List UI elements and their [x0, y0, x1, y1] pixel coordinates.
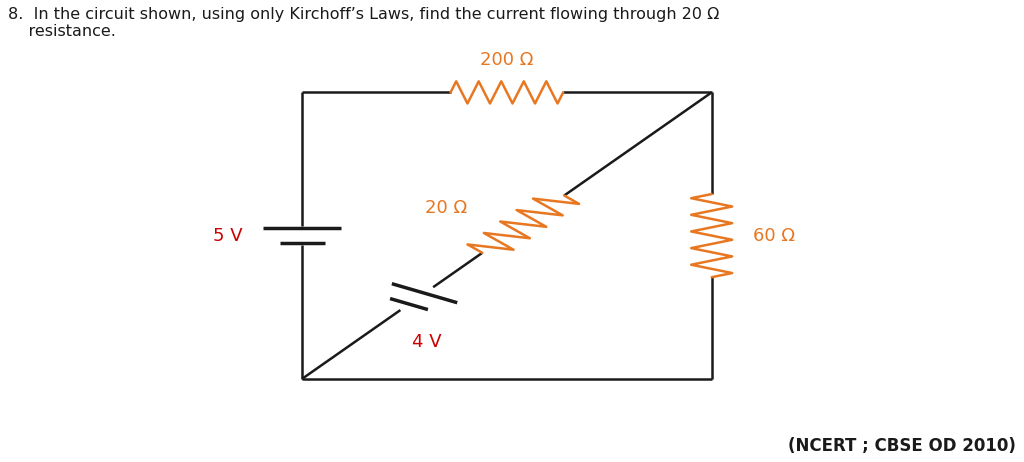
Text: 20 Ω: 20 Ω — [425, 199, 468, 217]
Text: 5 V: 5 V — [213, 227, 243, 244]
Text: 4 V: 4 V — [413, 333, 441, 351]
Text: 60 Ω: 60 Ω — [753, 227, 795, 244]
Text: (NCERT ; CBSE OD 2010): (NCERT ; CBSE OD 2010) — [787, 437, 1016, 455]
Text: 8.  In the circuit shown, using only Kirchoff’s Laws, find the current flowing t: 8. In the circuit shown, using only Kirc… — [8, 7, 720, 39]
Text: 200 Ω: 200 Ω — [480, 51, 534, 69]
